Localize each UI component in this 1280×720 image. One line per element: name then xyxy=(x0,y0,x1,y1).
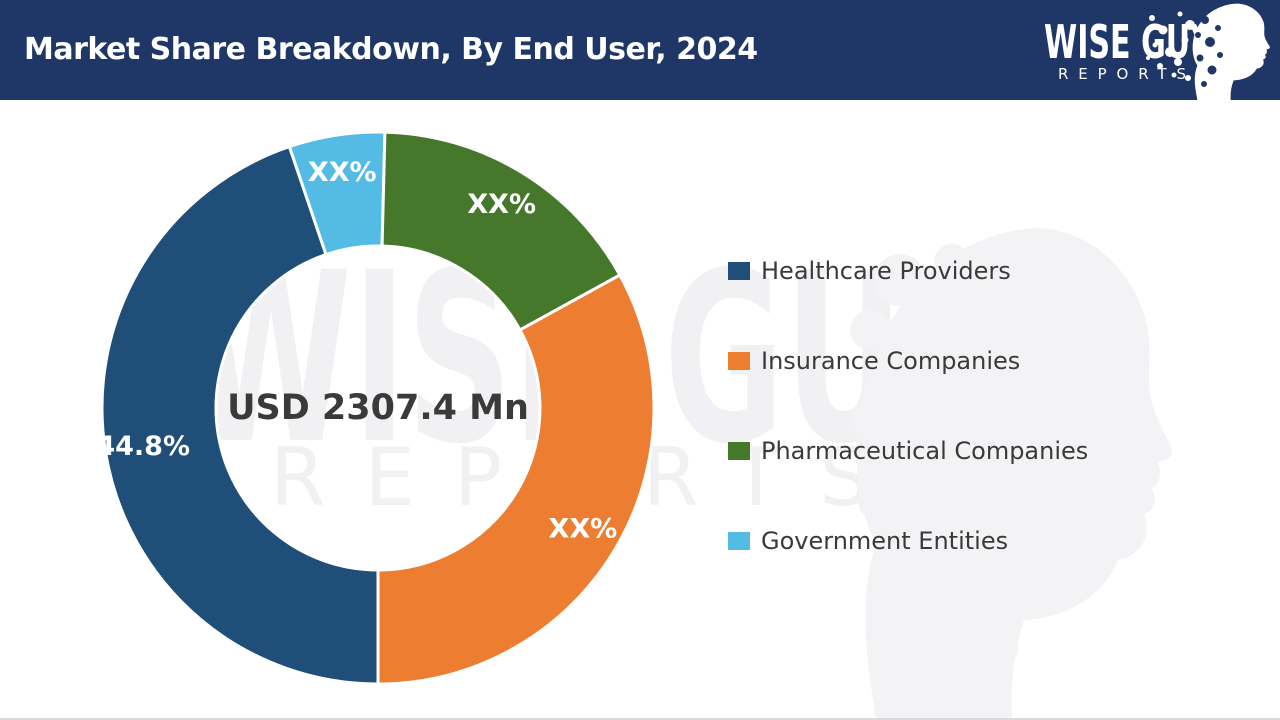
legend: Healthcare Providers Insurance Companies P… xyxy=(728,254,1088,558)
segment-label-insurance-companies: XX% xyxy=(549,514,618,545)
legend-label: Healthcare Providers xyxy=(761,257,1011,285)
legend-swatch xyxy=(728,442,750,460)
donut-segment-government-entities xyxy=(287,130,387,257)
donut-segment-insurance-companies xyxy=(376,273,656,686)
legend-label: Government Entities xyxy=(761,527,1009,555)
legend-swatch xyxy=(728,352,750,370)
header: Market Share Breakdown, By End User, 202… xyxy=(0,0,1280,100)
legend-item-insurance-companies: Insurance Companies xyxy=(728,344,1088,378)
logo-dots xyxy=(1146,11,1195,81)
legend-item-pharmaceutical-companies: Pharmaceutical Companies xyxy=(728,434,1088,468)
chart-title: Market Share Breakdown, By End User, 202… xyxy=(24,32,758,67)
segment-label-healthcare-providers: 44.8% xyxy=(96,431,190,462)
legend-swatch xyxy=(728,532,750,550)
donut-center-value: USD 2307.4 Mn xyxy=(227,388,529,428)
segment-label-pharmaceutical-companies: XX% xyxy=(467,189,536,220)
legend-label: Insurance Companies xyxy=(761,347,1021,375)
bottom-border xyxy=(0,718,1280,720)
legend-label: Pharmaceutical Companies xyxy=(761,437,1089,465)
legend-swatch xyxy=(728,262,750,280)
donut-segment-pharmaceutical-companies xyxy=(380,130,622,332)
legend-item-healthcare-providers: Healthcare Providers xyxy=(728,254,1088,288)
wise-guy-logo: WISE GUY REPORTS xyxy=(1044,3,1270,100)
legend-item-government-entities: Government Entities xyxy=(728,524,1088,558)
logo-head-icon xyxy=(1192,3,1270,100)
segment-label-government-entities: XX% xyxy=(308,157,377,188)
